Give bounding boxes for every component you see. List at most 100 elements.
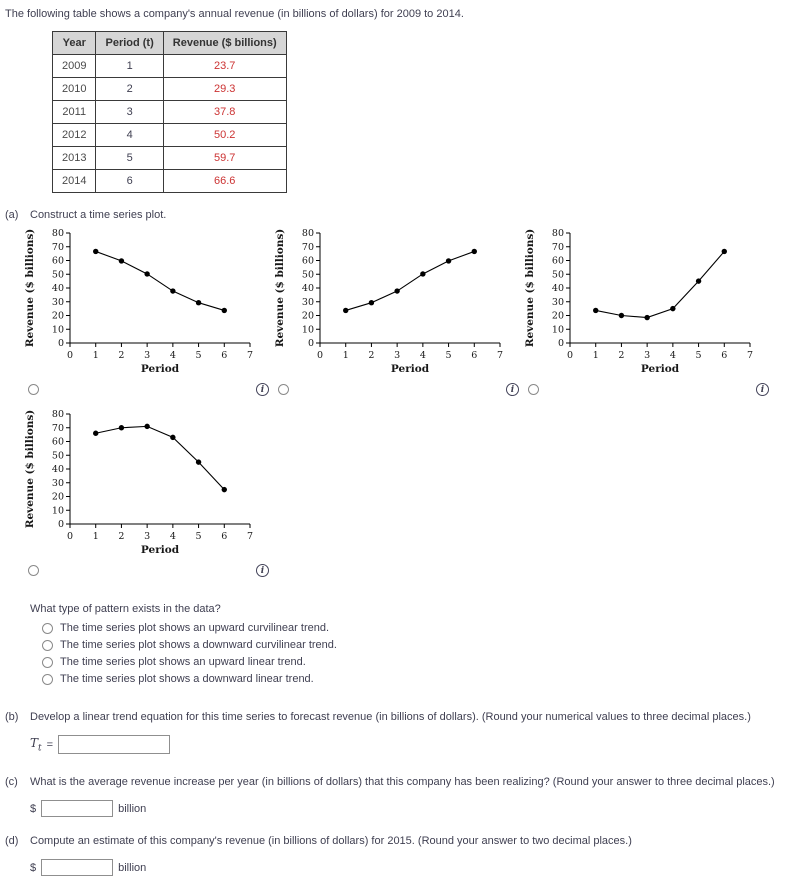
svg-text:0: 0 — [58, 338, 64, 349]
revenue-column-header: Revenue ($ billions) — [162, 31, 287, 55]
svg-text:7: 7 — [747, 350, 753, 361]
period-cell: 2 — [95, 77, 164, 101]
svg-text:1: 1 — [93, 350, 99, 361]
svg-text:6: 6 — [721, 350, 727, 361]
svg-text:Period: Period — [391, 363, 430, 375]
time-series-plot-option-2: 0 10 20 30 40 50 60 70 80 0 1 2 3 4 5 6 7 Period Revenue (… — [272, 225, 522, 380]
year-cell: 2009 — [51, 54, 97, 78]
part-c-label: (c) — [5, 776, 18, 788]
plot-option-3: 0 10 20 30 40 50 60 70 80 0 1 2 3 4 5 6 7 Period Revenue (… — [522, 225, 772, 396]
svg-text:40: 40 — [52, 464, 64, 475]
part-b-prompt: Develop a linear trend equation for this… — [30, 711, 751, 723]
pattern-option-3[interactable]: The time series plot shows an upward lin… — [42, 656, 791, 668]
svg-text:70: 70 — [52, 242, 64, 253]
svg-text:2: 2 — [618, 350, 624, 361]
pattern-question: What type of pattern exists in the data? — [30, 603, 221, 615]
plot-option-2-info-icon[interactable]: i — [506, 383, 519, 396]
part-d-prompt: Compute an estimate of this company's re… — [30, 835, 632, 847]
svg-text:Period: Period — [641, 363, 680, 375]
svg-text:5: 5 — [446, 350, 452, 361]
plot-option-1: 0 10 20 30 40 50 60 70 80 0 1 2 3 4 5 6 7 Period Revenue (… — [22, 225, 272, 396]
table-row: 2009 1 23.7 — [51, 54, 287, 78]
svg-text:Revenue ($ billions): Revenue ($ billions) — [24, 229, 36, 348]
plot-option-4-radio[interactable] — [28, 565, 39, 576]
svg-text:0: 0 — [308, 338, 314, 349]
svg-text:60: 60 — [52, 437, 64, 448]
svg-text:10: 10 — [52, 505, 64, 516]
year-cell: 2011 — [51, 100, 97, 124]
svg-text:0: 0 — [567, 350, 573, 361]
plot-option-4-info-icon[interactable]: i — [256, 564, 269, 577]
pattern-option-4[interactable]: The time series plot shows a downward li… — [42, 673, 791, 685]
svg-text:6: 6 — [221, 350, 227, 361]
table-row: 2014 6 66.6 — [51, 169, 287, 193]
svg-text:0: 0 — [58, 519, 64, 530]
table-header-row: Year Period (t) Revenue ($ billions) — [51, 31, 287, 55]
pattern-options: The time series plot shows an upward cur… — [42, 622, 791, 685]
pattern-option-4-radio[interactable] — [42, 673, 53, 685]
svg-text:1: 1 — [93, 531, 99, 542]
svg-text:60: 60 — [52, 256, 64, 267]
revenue-cell: 66.6 — [162, 169, 287, 193]
svg-text:30: 30 — [52, 297, 64, 308]
average-increase-input[interactable] — [41, 800, 114, 817]
plot-option-3-radio[interactable] — [528, 384, 539, 395]
plot-option-2-radio[interactable] — [278, 384, 289, 395]
pattern-option-1[interactable]: The time series plot shows an upward cur… — [42, 622, 791, 634]
svg-text:5: 5 — [696, 350, 702, 361]
period-cell: 5 — [95, 146, 164, 170]
svg-text:3: 3 — [394, 350, 400, 361]
svg-text:6: 6 — [471, 350, 477, 361]
svg-text:2: 2 — [368, 350, 374, 361]
svg-text:80: 80 — [52, 228, 64, 239]
plot-option-3-info-icon[interactable]: i — [756, 383, 769, 396]
svg-text:30: 30 — [552, 297, 564, 308]
svg-text:0: 0 — [67, 350, 73, 361]
pattern-option-2[interactable]: The time series plot shows a downward cu… — [42, 639, 791, 651]
svg-text:10: 10 — [302, 324, 314, 335]
table-row: 2012 4 50.2 — [51, 123, 287, 147]
svg-text:3: 3 — [144, 350, 150, 361]
time-series-plot-option-3: 0 10 20 30 40 50 60 70 80 0 1 2 3 4 5 6 7 Period Revenue (… — [522, 225, 772, 380]
part-c-prompt: What is the average revenue increase per… — [30, 776, 775, 788]
svg-text:10: 10 — [552, 324, 564, 335]
pattern-option-2-radio[interactable] — [42, 639, 53, 651]
svg-text:70: 70 — [552, 242, 564, 253]
pattern-option-1-label: The time series plot shows an upward cur… — [60, 622, 330, 634]
plot-option-1-info-icon[interactable]: i — [256, 383, 269, 396]
period-cell: 6 — [95, 169, 164, 193]
part-d-section: (d) Compute an estimate of this company'… — [5, 835, 791, 847]
revenue-2015-input[interactable] — [41, 859, 114, 876]
svg-text:60: 60 — [302, 256, 314, 267]
revenue-cell: 23.7 — [162, 54, 287, 78]
period-cell: 1 — [95, 54, 164, 78]
part-a-label: (a) — [5, 209, 19, 221]
svg-text:Revenue ($ billions): Revenue ($ billions) — [524, 229, 536, 348]
svg-text:3: 3 — [644, 350, 650, 361]
part-c-unit: billion — [118, 802, 147, 815]
svg-text:2: 2 — [118, 531, 124, 542]
plot-options-row-1: 0 10 20 30 40 50 60 70 80 0 1 2 3 4 5 6 7 Period Revenue (… — [22, 225, 791, 396]
plot-options-row-2: 0 10 20 30 40 50 60 70 80 0 1 2 3 4 5 6 7 Period Revenue (… — [22, 406, 791, 577]
pattern-option-3-label: The time series plot shows an upward lin… — [60, 656, 306, 668]
revenue-table: Year Period (t) Revenue ($ billions) 200… — [51, 31, 287, 193]
svg-text:0: 0 — [67, 531, 73, 542]
plot-option-1-radio[interactable] — [28, 384, 39, 395]
svg-text:2: 2 — [118, 350, 124, 361]
svg-text:5: 5 — [196, 350, 202, 361]
pattern-option-3-radio[interactable] — [42, 656, 53, 668]
trend-equation-input[interactable] — [58, 735, 171, 754]
table-row: 2010 2 29.3 — [51, 77, 287, 101]
revenue-cell: 29.3 — [162, 77, 287, 101]
part-d-label: (d) — [5, 835, 19, 847]
revenue-cell: 59.7 — [162, 146, 287, 170]
equals-sign: = — [46, 738, 54, 751]
part-d-answer-line: $ billion — [30, 859, 791, 876]
year-column-header: Year — [51, 31, 97, 55]
svg-text:30: 30 — [302, 297, 314, 308]
svg-text:4: 4 — [420, 350, 426, 361]
svg-text:40: 40 — [52, 283, 64, 294]
pattern-option-1-radio[interactable] — [42, 622, 53, 634]
part-c-answer-line: $ billion — [30, 800, 791, 817]
table-row: 2013 5 59.7 — [51, 146, 287, 170]
